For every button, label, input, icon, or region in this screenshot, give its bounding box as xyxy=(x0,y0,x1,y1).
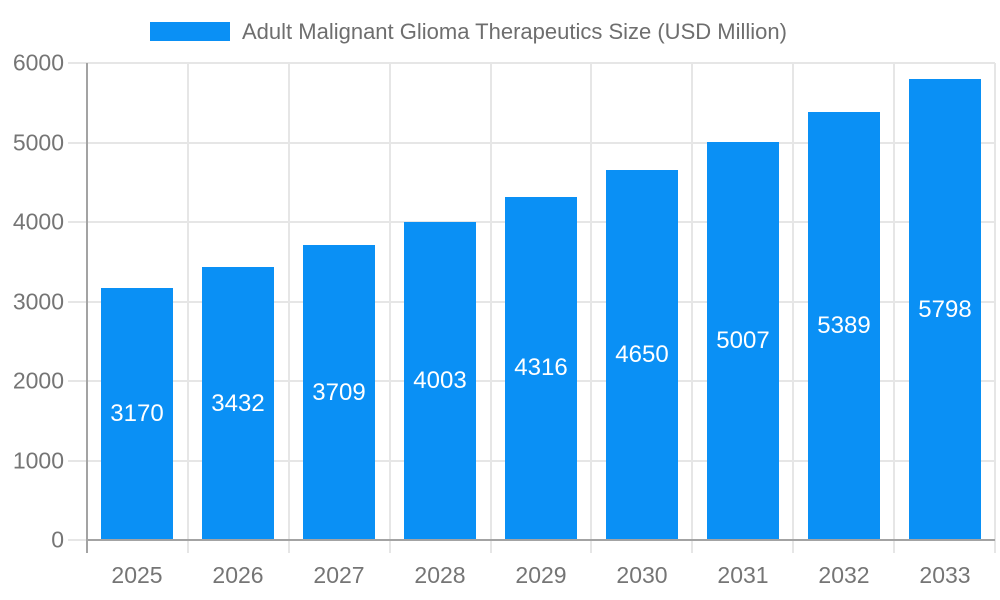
x-axis-label-2029: 2029 xyxy=(515,562,567,588)
bar-2032[interactable] xyxy=(808,112,880,540)
bar-2029[interactable] xyxy=(505,197,577,540)
x-axis-label-2032: 2032 xyxy=(818,562,870,588)
x-axis-label-2026: 2026 xyxy=(212,562,264,588)
gridline-x-8 xyxy=(893,63,895,553)
y-axis-label-4000: 4000 xyxy=(12,208,64,235)
bar-value-label-2028: 4003 xyxy=(413,367,467,394)
y-axis-label-2000: 2000 xyxy=(12,367,64,394)
y-axis-label-3000: 3000 xyxy=(12,288,64,315)
gridline-x-2 xyxy=(288,63,290,553)
bar-2026[interactable] xyxy=(202,267,274,540)
gridline-y-6000 xyxy=(87,62,995,64)
gridline-x-7 xyxy=(792,63,794,553)
gridline-x-9 xyxy=(994,63,996,553)
bar-2033[interactable] xyxy=(909,79,981,540)
bar-2025[interactable] xyxy=(101,288,173,540)
bar-2027[interactable] xyxy=(303,245,375,540)
x-axis-label-2030: 2030 xyxy=(616,562,668,588)
ytick-mark-3000 xyxy=(68,301,87,303)
x-axis-label-2033: 2033 xyxy=(919,562,971,588)
gridline-x-1 xyxy=(187,63,189,553)
bar-value-label-2027: 3709 xyxy=(312,379,366,406)
bar-value-label-2031: 5007 xyxy=(716,327,770,354)
bar-value-label-2029: 4316 xyxy=(514,354,568,381)
bar-value-label-2033: 5798 xyxy=(918,296,972,323)
gridline-x-3 xyxy=(389,63,391,553)
ytick-mark-5000 xyxy=(68,142,87,144)
gridline-x-4 xyxy=(490,63,492,553)
x-axis-line xyxy=(87,539,995,541)
y-axis-label-6000: 6000 xyxy=(12,49,64,76)
y-axis-label-1000: 1000 xyxy=(12,447,64,474)
ytick-mark-1000 xyxy=(68,460,87,462)
chart-legend[interactable]: Adult Malignant Glioma Therapeutics Size… xyxy=(150,19,787,44)
legend-label: Adult Malignant Glioma Therapeutics Size… xyxy=(242,19,787,44)
x-axis-label-2028: 2028 xyxy=(414,562,466,588)
bar-2031[interactable] xyxy=(707,142,779,540)
bar-value-label-2030: 4650 xyxy=(615,341,669,368)
y-axis-label-5000: 5000 xyxy=(12,129,64,156)
ytick-mark-6000 xyxy=(68,62,87,64)
bar-2028[interactable] xyxy=(404,222,476,540)
x-axis-label-2031: 2031 xyxy=(717,562,769,588)
gridline-y-5000 xyxy=(87,142,995,144)
y-axis-line xyxy=(86,63,88,553)
x-axis-label-2027: 2027 xyxy=(313,562,365,588)
bar-value-label-2032: 5389 xyxy=(817,312,871,339)
ytick-mark-2000 xyxy=(68,380,87,382)
legend-swatch xyxy=(150,22,230,41)
gridline-x-6 xyxy=(691,63,693,553)
y-axis-label-0: 0 xyxy=(51,526,64,553)
x-axis-label-2025: 2025 xyxy=(111,562,163,588)
ytick-mark-0 xyxy=(68,539,87,541)
bar-value-label-2025: 3170 xyxy=(110,400,164,427)
bar-2030[interactable] xyxy=(606,170,678,540)
ytick-mark-4000 xyxy=(68,221,87,223)
gridline-x-5 xyxy=(590,63,592,553)
bar-value-label-2026: 3432 xyxy=(211,390,265,417)
